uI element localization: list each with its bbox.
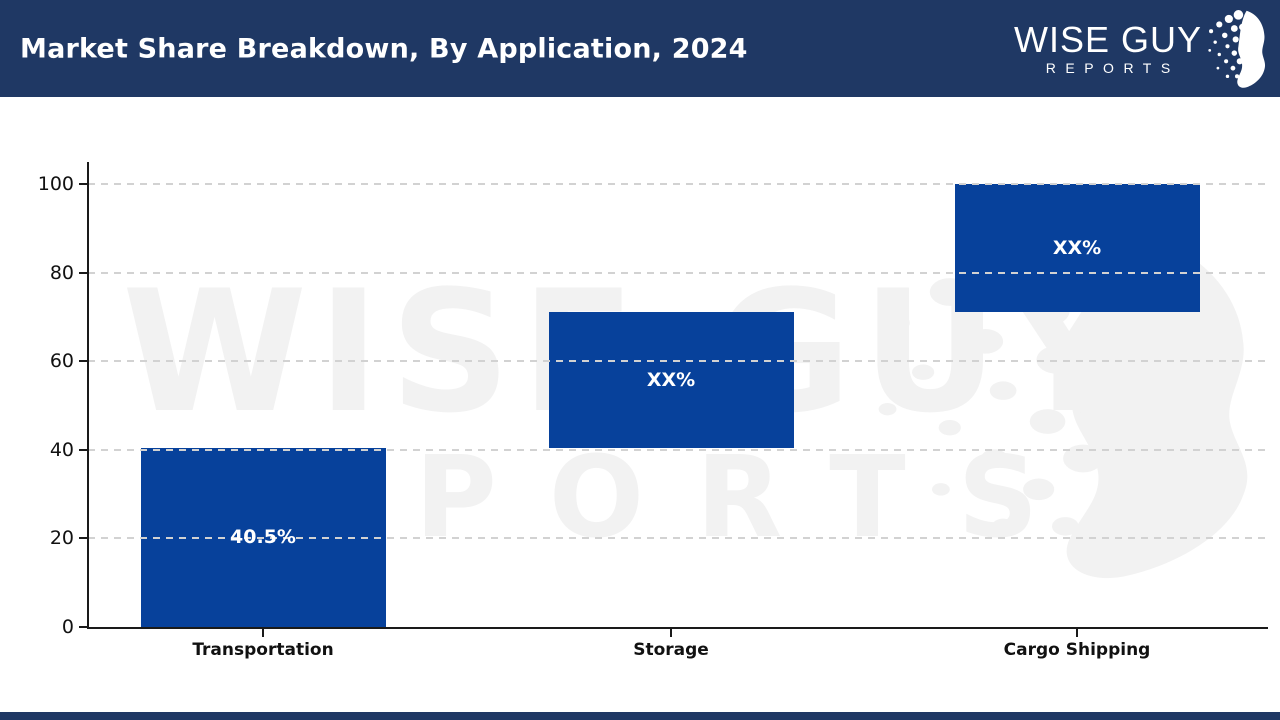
y-tick-mark (79, 183, 87, 185)
x-tick-label-cargo-shipping: Cargo Shipping (1003, 640, 1151, 660)
footer-bar (0, 712, 1280, 720)
gridline-40 (88, 448, 1268, 451)
y-tick-label: 40 (49, 438, 74, 461)
gridline-20 (88, 537, 1268, 540)
bar-value-label: XX% (1052, 237, 1102, 260)
y-axis-line (87, 162, 89, 629)
bar-transportation (140, 447, 386, 627)
y-tick-mark (79, 360, 87, 363)
x-tick-mark (1076, 629, 1078, 637)
y-tick-label: 100 (37, 173, 74, 195)
logo-wordmark-line1: WISE GUY (1013, 19, 1202, 60)
wiseguy-logo: WISE GUY REPORTS (1013, 4, 1266, 94)
y-tick-mark (79, 271, 87, 274)
page-title: Market Share Breakdown, By Application, … (20, 33, 748, 64)
gridline-80 (88, 271, 1268, 274)
y-tick-mark (79, 448, 87, 451)
x-tick-label-transportation: Transportation (192, 640, 334, 660)
logo-wordmark-line2: REPORTS (1045, 60, 1180, 76)
header: Market Share Breakdown, By Application, … (0, 0, 1280, 97)
bar-storage (548, 312, 794, 448)
logo-face-icon (1208, 10, 1266, 88)
y-tick-label: 20 (49, 527, 74, 550)
gridline-60 (88, 360, 1268, 363)
x-tick-label-storage: Storage (633, 640, 709, 660)
y-tick-label: 0 (61, 616, 74, 638)
gridline-100 (88, 183, 1268, 185)
bar-value-label: 40.5% (230, 526, 296, 549)
bar-value-label: XX% (646, 369, 696, 392)
x-tick-mark (262, 629, 264, 637)
logo-wordmark: WISE GUY REPORTS (1013, 19, 1202, 77)
y-tick-label: 80 (49, 261, 74, 284)
x-tick-mark (670, 629, 672, 637)
y-tick-mark (79, 537, 87, 540)
plot-area: 40.5% XX% XX% 0 20 40 60 80 100 Transportation S… (0, 97, 1280, 712)
y-tick-label: 60 (49, 350, 74, 373)
x-axis-line (87, 627, 1268, 629)
y-tick-mark (79, 626, 87, 628)
